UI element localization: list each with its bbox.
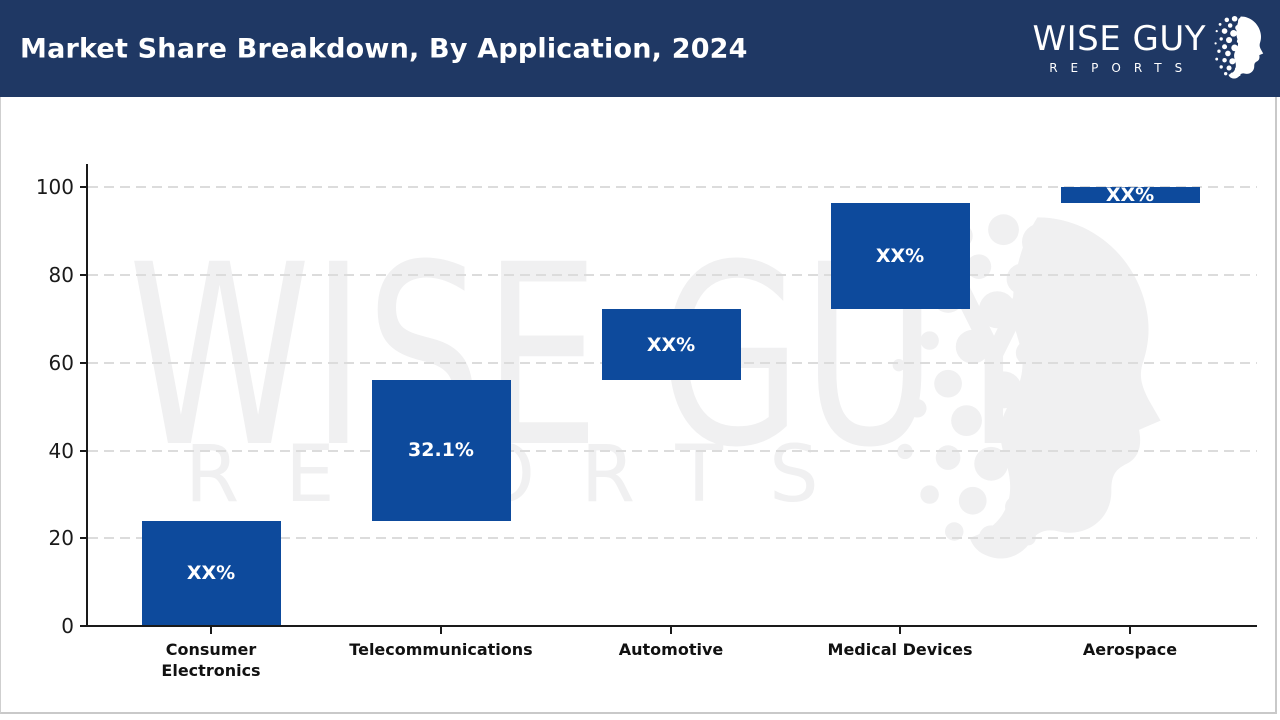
y-tick-mark xyxy=(80,361,88,364)
gridline xyxy=(88,274,1257,277)
bar: XX% xyxy=(601,309,741,380)
y-tick-label: 20 xyxy=(48,526,74,551)
y-tick-mark xyxy=(80,625,88,627)
x-tick-mark xyxy=(440,627,442,634)
category-label: Automotive xyxy=(618,640,724,659)
logo-subtext: REPORTS xyxy=(1049,60,1196,75)
bar: 32.1% xyxy=(371,379,511,521)
header-bar: Market Share Breakdown, By Application, … xyxy=(0,0,1280,97)
y-tick-mark xyxy=(80,537,88,540)
y-tick-mark xyxy=(80,186,88,189)
bar-value-label: 32.1% xyxy=(408,439,474,462)
category-label: Aerospace xyxy=(1082,640,1178,659)
bar: XX% xyxy=(1060,184,1200,207)
bar-value-label: XX% xyxy=(1105,184,1155,207)
x-tick-mark xyxy=(899,627,901,634)
y-tick-label: 0 xyxy=(61,614,74,638)
y-tick-label: 40 xyxy=(48,438,74,463)
wise-guy-logo: WISE GUY REPORTS xyxy=(1032,10,1266,88)
logo-text: WISE GUY REPORTS xyxy=(1032,19,1206,75)
bar: XX% xyxy=(141,520,281,626)
y-tick-mark xyxy=(80,274,88,277)
y-tick-label: 100 xyxy=(35,175,74,200)
x-axis-line xyxy=(86,625,1257,627)
y-tick-mark xyxy=(80,449,88,452)
x-tick-mark xyxy=(210,627,212,634)
x-tick-mark xyxy=(670,627,672,634)
y-axis-line xyxy=(86,164,88,627)
y-tick-label: 80 xyxy=(48,263,74,288)
bar-value-label: XX% xyxy=(646,333,696,356)
logo-wordmark: WISE GUY xyxy=(1032,19,1206,60)
gridline xyxy=(88,186,1257,189)
y-tick-label: 60 xyxy=(48,350,74,375)
chart-title: Market Share Breakdown, By Application, … xyxy=(20,33,748,64)
bar-value-label: XX% xyxy=(875,245,925,268)
category-label: Telecommunications xyxy=(349,640,533,659)
x-tick-mark xyxy=(1129,627,1131,634)
wise-guy-face-icon xyxy=(1210,10,1266,88)
bar: XX% xyxy=(830,203,970,310)
category-label: Consumer Electronics xyxy=(161,640,261,680)
category-label: Medical Devices xyxy=(827,640,973,659)
gridline xyxy=(88,537,1257,540)
bar-value-label: XX% xyxy=(186,562,236,585)
gridline xyxy=(88,449,1257,452)
